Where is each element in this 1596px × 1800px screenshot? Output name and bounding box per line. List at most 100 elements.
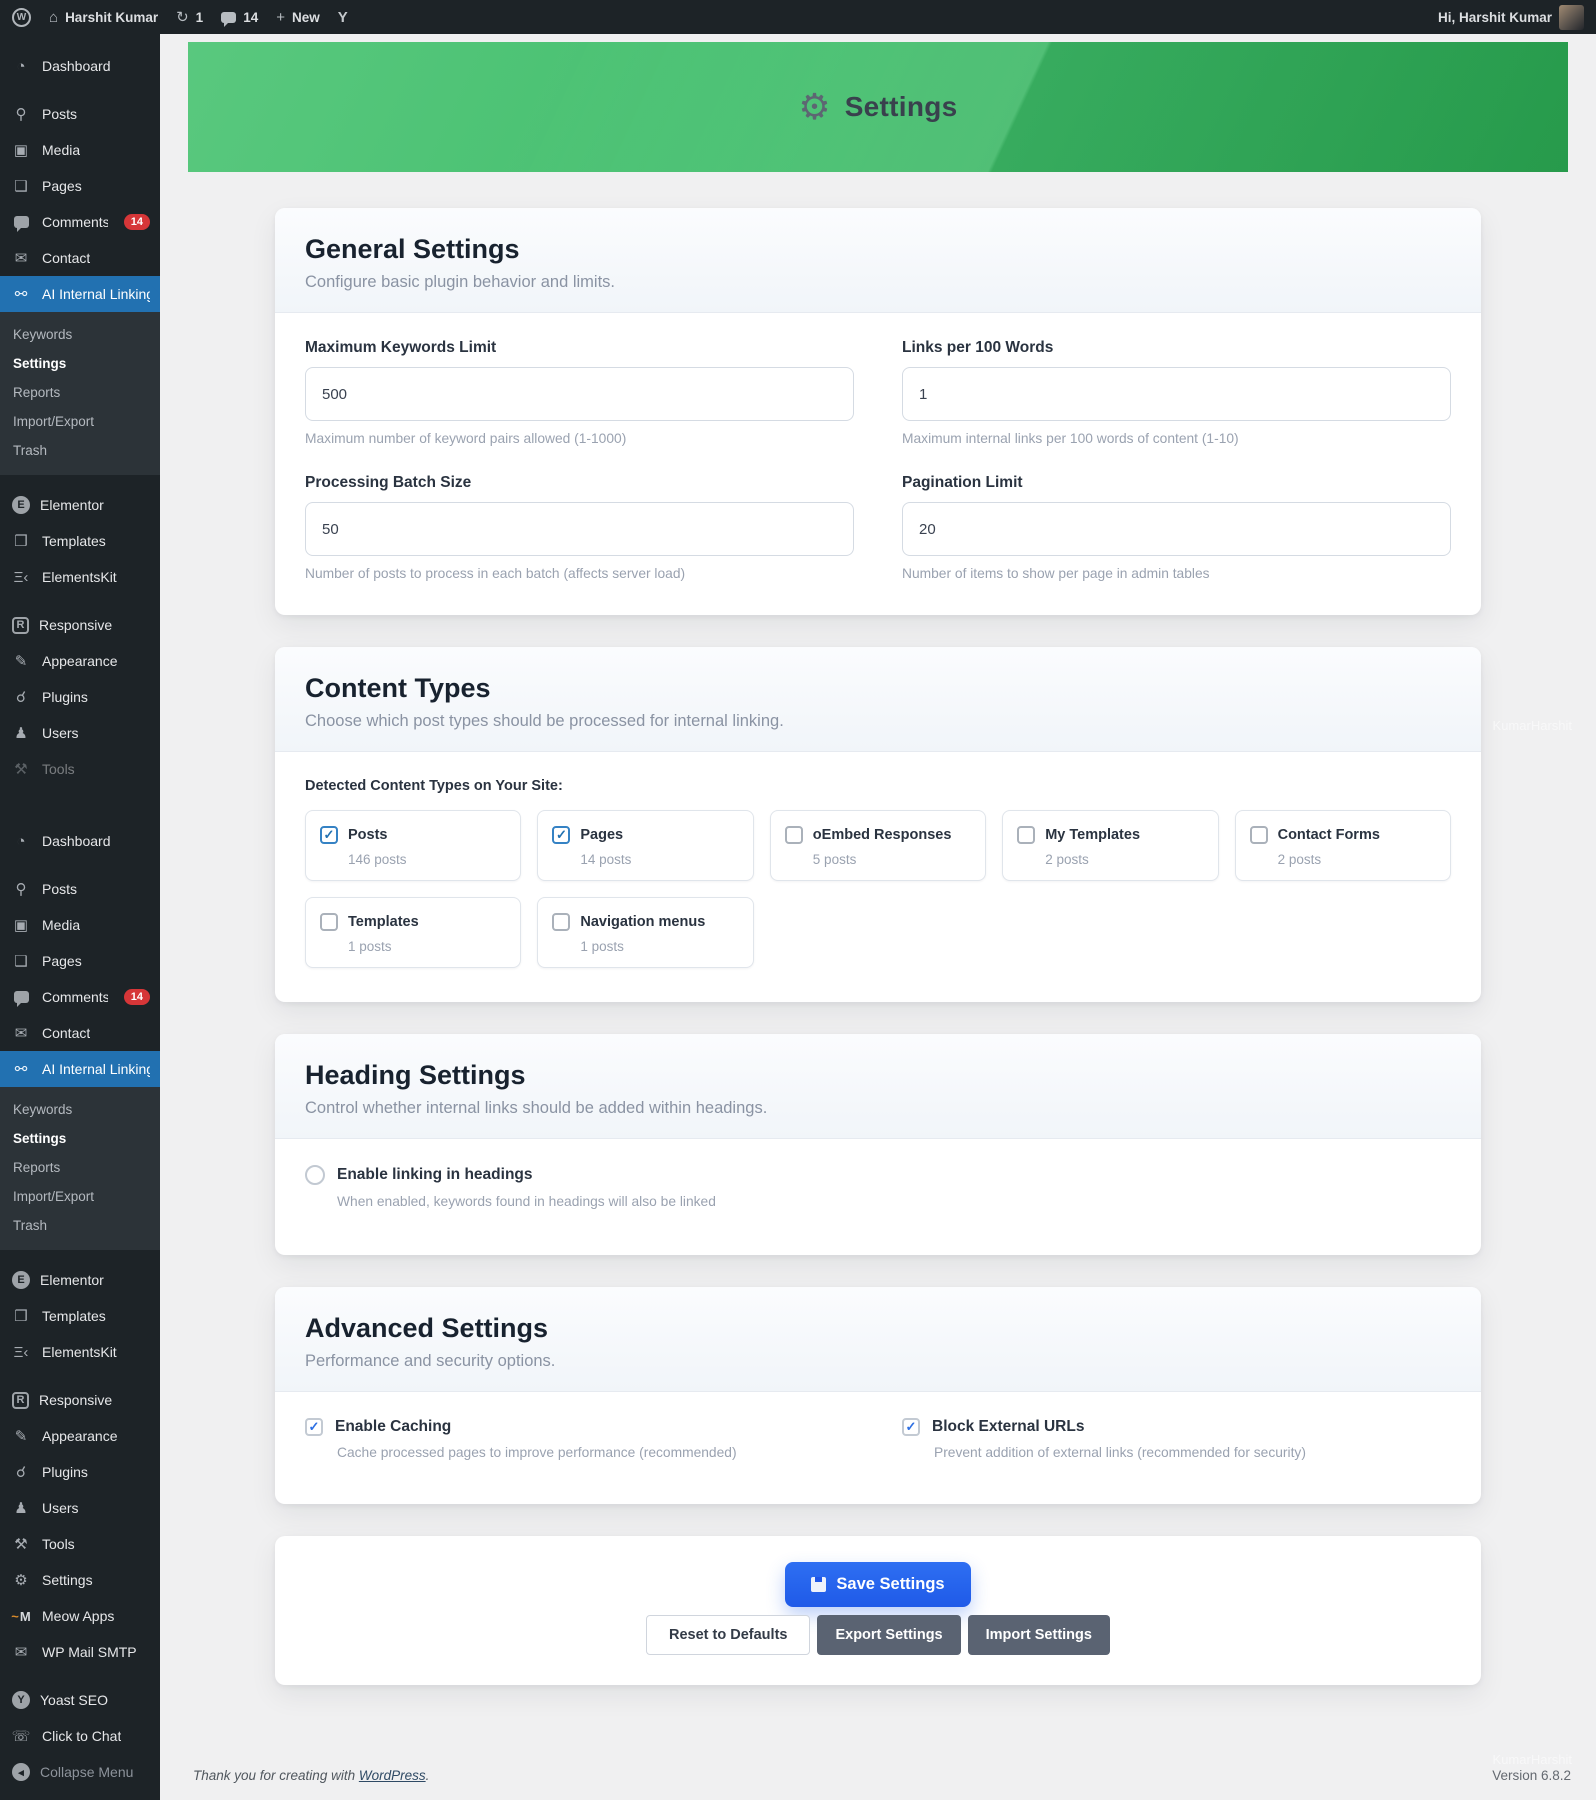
- checkbox-contact-forms[interactable]: [1249, 826, 1268, 844]
- sidebar-item-yoast-seo[interactable]: Y Yoast SEO: [0, 1682, 160, 1718]
- sidebar-item-elementskit[interactable]: Ξ‹ ElementsKit: [0, 559, 160, 595]
- sidebar-item-elementskit[interactable]: Ξ‹ ElementsKit: [0, 1334, 160, 1370]
- sidebar-item-dashboard[interactable]: ◔ Dashboard: [0, 48, 160, 84]
- sidebar-item-pages[interactable]: ❑ Pages: [0, 168, 160, 204]
- import-settings-button[interactable]: Import Settings: [967, 1615, 1110, 1655]
- plugin-icon: ☌: [15, 1464, 27, 1481]
- checkbox-my-templates[interactable]: [1017, 826, 1036, 844]
- admin-bar-right: Hi, Harshit Kumar: [1438, 4, 1584, 30]
- sidebar-item-plugins[interactable]: ☌ Plugins: [0, 679, 160, 715]
- sidebar-item-posts[interactable]: ⚲ Posts: [0, 96, 160, 132]
- sidebar-item-click-to-chat[interactable]: ☏ Click to Chat: [0, 1718, 160, 1754]
- whatsapp-icon: ☏: [11, 1728, 31, 1745]
- enable-heading-linking-radio[interactable]: [305, 1165, 325, 1185]
- sidebar-item-templates[interactable]: ❒ Templates: [0, 1298, 160, 1334]
- checkbox-navigation-menus[interactable]: [552, 913, 571, 931]
- sidebar-item-label: WP Mail SMTP: [42, 1644, 137, 1660]
- wordpress-logo-icon[interactable]: W: [12, 7, 31, 27]
- content-type-label: Posts: [348, 827, 388, 843]
- submenu-item-reports[interactable]: Reports: [13, 1160, 61, 1175]
- sidebar-item-appearance[interactable]: ✎ Appearance: [0, 643, 160, 679]
- account-menu[interactable]: Hi, Harshit Kumar: [1438, 4, 1584, 30]
- sidebar-item-responsive[interactable]: R Responsive: [0, 1382, 160, 1418]
- yoast-icon[interactable]: Y: [337, 8, 348, 26]
- content-type-card-pages[interactable]: ✓ Pages 14 posts: [537, 810, 754, 881]
- content-type-card-navigation-menus[interactable]: Navigation menus 1 posts: [537, 897, 754, 968]
- menu-separator: [0, 1670, 160, 1682]
- sidebar-item-posts[interactable]: ⚲ Posts: [0, 871, 160, 907]
- sidebar-item-plugins[interactable]: ☌ Plugins: [0, 1454, 160, 1490]
- content-type-card-contact-forms[interactable]: Contact Forms 2 posts: [1234, 810, 1451, 881]
- link-icon: ⚯: [14, 286, 28, 303]
- sidebar-item-comments[interactable]: Comments 14: [0, 979, 160, 1015]
- section-title: Advanced Settings: [305, 1313, 549, 1343]
- batch-size-input[interactable]: [305, 502, 854, 556]
- checkbox-oembed-responses[interactable]: [784, 826, 803, 844]
- field-label: Links per 100 Words: [902, 339, 1054, 356]
- sidebar-item-appearance[interactable]: ✎ Appearance: [0, 1418, 160, 1454]
- new-content-link[interactable]: + New: [276, 9, 320, 26]
- submenu-item-trash[interactable]: Trash: [13, 443, 48, 458]
- sidebar-item-pages[interactable]: ❑ Pages: [0, 943, 160, 979]
- checkbox-enable-caching[interactable]: ✓: [305, 1418, 323, 1436]
- dashboard-icon: ◔: [16, 57, 26, 75]
- sidebar-item-wp-mail-smtp[interactable]: ✉ WP Mail SMTP: [0, 1634, 160, 1670]
- pushpin-icon: ⚲: [15, 881, 27, 898]
- submenu-item-settings[interactable]: Settings: [13, 356, 67, 371]
- submenu-item-reports[interactable]: Reports: [13, 385, 61, 400]
- links-per-100-words-input[interactable]: [902, 367, 1451, 421]
- pagination-limit-input[interactable]: [902, 502, 1451, 556]
- sidebar-item-tools[interactable]: ⚒ Tools: [0, 751, 160, 787]
- sidebar-item-templates[interactable]: ❒ Templates: [0, 523, 160, 559]
- checkbox-pages[interactable]: ✓: [552, 826, 571, 844]
- sidebar-item-label: AI Internal Linking: [42, 1061, 150, 1077]
- checkbox-templates[interactable]: [320, 913, 338, 931]
- export-settings-button[interactable]: Export Settings: [817, 1615, 961, 1655]
- content-type-card-my-templates[interactable]: My Templates 2 posts: [1002, 810, 1219, 881]
- sidebar-item-label: Pages: [42, 178, 82, 194]
- submenu-item-keywords[interactable]: Keywords: [13, 1102, 73, 1117]
- submenu-item-import-export[interactable]: Import/Export: [13, 1189, 95, 1204]
- sidebar-item-ai-internal-linking[interactable]: ⚯ AI Internal Linking: [0, 1051, 160, 1087]
- content-type-card-templates[interactable]: Templates 1 posts: [305, 897, 522, 968]
- save-settings-button[interactable]: Save Settings: [785, 1562, 971, 1607]
- sidebar-item-media[interactable]: ▣ Media: [0, 907, 160, 943]
- sidebar-item-contact[interactable]: ✉ Contact: [0, 1015, 160, 1051]
- sidebar-item-users[interactable]: ♟ Users: [0, 1490, 160, 1526]
- checkbox-posts[interactable]: ✓: [320, 826, 338, 844]
- checkbox-block-external-urls[interactable]: ✓: [902, 1418, 920, 1436]
- content-type-card-posts[interactable]: ✓ Posts 146 posts: [305, 810, 522, 881]
- reset-defaults-button[interactable]: Reset to Defaults: [646, 1615, 811, 1655]
- sidebar-item-elementor[interactable]: E Elementor: [0, 487, 160, 523]
- sidebar-item-ai-internal-linking[interactable]: ⚯ AI Internal Linking: [0, 276, 160, 312]
- sidebar-item-users[interactable]: ♟ Users: [0, 715, 160, 751]
- submenu-item-settings[interactable]: Settings: [13, 1131, 67, 1146]
- content-type-card-oembed-responses[interactable]: oEmbed Responses 5 posts: [769, 810, 987, 881]
- sidebar-item-media[interactable]: ▣ Media: [0, 132, 160, 168]
- content-type-label: My Templates: [1045, 827, 1141, 843]
- updates-link[interactable]: ↻ 1: [176, 8, 203, 26]
- sidebar-item-meow-apps[interactable]: M Meow Apps: [0, 1598, 160, 1634]
- avatar: [1559, 4, 1584, 30]
- section-title: Heading Settings: [305, 1060, 526, 1090]
- submenu-item-trash[interactable]: Trash: [13, 1218, 48, 1233]
- submenu-item-keywords[interactable]: Keywords: [13, 327, 73, 342]
- sidebar-item-contact[interactable]: ✉ Contact: [0, 240, 160, 276]
- max-keywords-input[interactable]: [305, 367, 854, 421]
- comments-link[interactable]: 14: [221, 10, 258, 27]
- sidebar-item-settings[interactable]: ⚙ Settings: [0, 1562, 160, 1598]
- gear-icon: ⚙: [798, 86, 831, 127]
- ai-internal-linking-submenu: Keywords Settings Reports Import/Export Tras…: [0, 312, 160, 475]
- wordpress-link[interactable]: WordPress: [358, 1768, 426, 1783]
- sidebar-item-tools[interactable]: ⚒ Tools: [0, 1526, 160, 1562]
- sidebar-item-elementor[interactable]: E Elementor: [0, 1262, 160, 1298]
- content-types-header: Content Types Choose which post types sh…: [275, 647, 1481, 752]
- advanced-settings-card: Advanced Settings Performance and securi…: [275, 1287, 1481, 1504]
- sidebar-item-collapse-menu[interactable]: ◂ Collapse Menu: [0, 1754, 160, 1790]
- site-name-link[interactable]: ⌂ Harshit Kumar: [49, 9, 158, 26]
- sidebar-item-comments[interactable]: Comments 14: [0, 204, 160, 240]
- sidebar-item-dashboard[interactable]: ◔ Dashboard: [0, 823, 160, 859]
- pushpin-icon: ⚲: [15, 106, 27, 123]
- sidebar-item-responsive[interactable]: R Responsive: [0, 607, 160, 643]
- submenu-item-import-export[interactable]: Import/Export: [13, 414, 95, 429]
